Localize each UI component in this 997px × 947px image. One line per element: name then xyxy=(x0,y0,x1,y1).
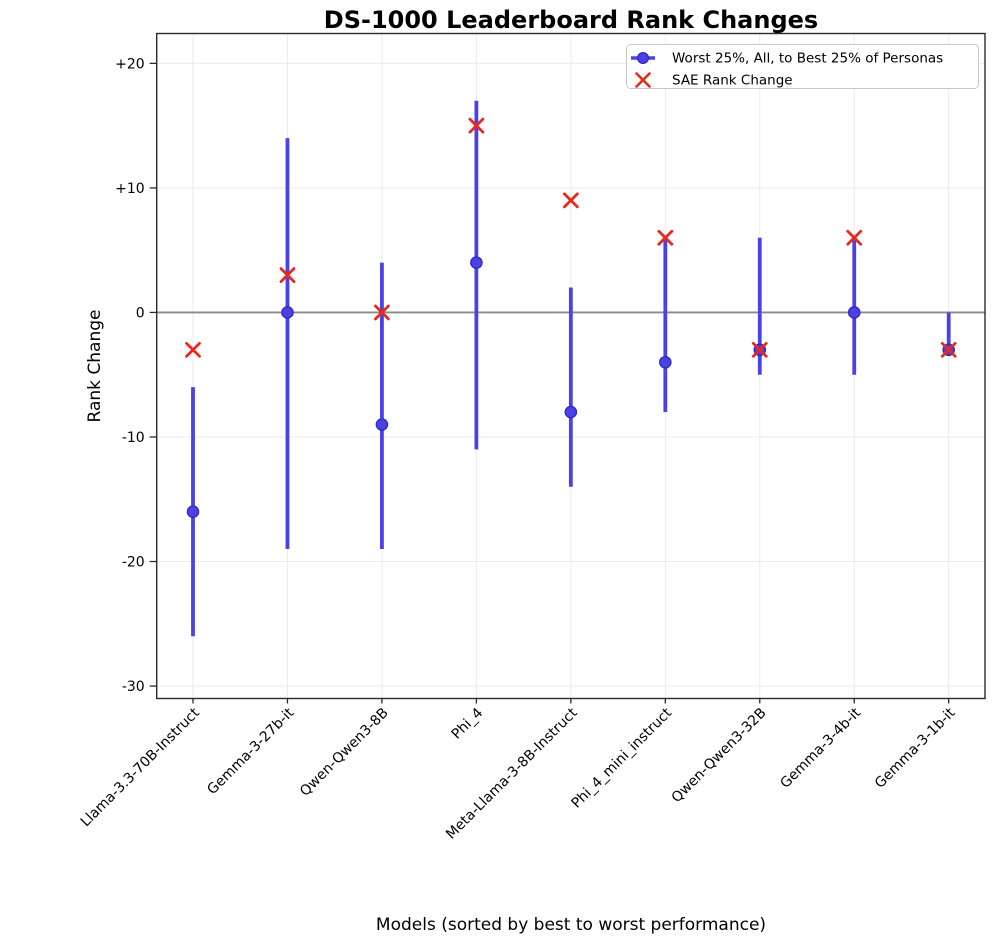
errorbar-mid-dot xyxy=(659,355,672,369)
sae-x-marker-Meta-Llama-3-8B-Instruct xyxy=(562,192,579,209)
errorbar-Meta-Llama-3-8B-Instruct xyxy=(564,287,578,487)
x-stroke xyxy=(940,341,957,358)
errorbar-mid-dot xyxy=(470,256,483,269)
x-axis-label: Models (sorted by best to worst performa… xyxy=(376,915,766,935)
sae-x-marker-Phi_4_mini_instruct xyxy=(657,229,674,246)
sae-x-marker-Gemma-3-27b-it xyxy=(279,267,296,283)
x-stroke xyxy=(468,117,485,134)
x-stroke xyxy=(185,341,201,358)
y-axis-label: Rank Change xyxy=(85,310,105,423)
errorbar-mid-dot xyxy=(186,505,200,519)
x-stroke xyxy=(562,192,579,209)
y-tick-label: +20 xyxy=(115,56,145,72)
x-tick-label-Gemma-3-4b-it: Gemma-3-4b-it xyxy=(777,705,864,792)
y-tick-label: 0 xyxy=(136,305,145,321)
sae-x-marker-Llama-3.3-70B-Instruct xyxy=(185,341,201,358)
legend-box xyxy=(626,44,979,89)
y-tick-label: -10 xyxy=(122,430,145,446)
errorbar-mid-dot xyxy=(281,306,294,319)
x-stroke xyxy=(374,304,390,321)
y-tick-label: -30 xyxy=(122,679,145,695)
errorbar-Gemma-3-27b-it xyxy=(281,138,294,550)
legend: Worst 25%, All, to Best 25% of Personas … xyxy=(626,44,979,89)
errorbar-Phi_4_mini_instruct xyxy=(659,237,672,413)
x-tick-label-Llama-3.3-70B-Instruct: Llama-3.3-70B-Instruct xyxy=(78,705,203,830)
x-tick-label-Qwen-Qwen3-8B: Qwen-Qwen3-8B xyxy=(297,705,392,800)
errorbar-mid-dot xyxy=(564,405,578,419)
x-tick-label-Gemma-3-27b-it: Gemma-3-27b-it xyxy=(204,705,297,798)
x-tick-label-Qwen-Qwen3-32B: Qwen-Qwen3-32B xyxy=(669,705,770,806)
plot-frame xyxy=(155,32,986,700)
legend-x-marker-icon xyxy=(635,72,651,88)
errorbar-Phi_4 xyxy=(470,100,483,450)
y-tick-label: +10 xyxy=(115,181,145,197)
x-tick-label-Phi_4: Phi_4 xyxy=(449,705,487,743)
x-stroke xyxy=(279,267,296,283)
errorbar-Llama-3.3-70B-Instruct xyxy=(186,387,200,637)
x-stroke xyxy=(657,229,674,246)
x-stroke xyxy=(751,341,768,358)
errorbar-Gemma-3-4b-it xyxy=(847,237,861,375)
errorbar-Qwen-Qwen3-8B xyxy=(375,262,389,550)
x-tick-label-Gemma-3-1b-it: Gemma-3-1b-it xyxy=(872,705,959,792)
sae-x-marker-Gemma-3-1b-it xyxy=(940,341,957,358)
sae-x-marker-Gemma-3-4b-it xyxy=(846,229,863,246)
errorbar-mid-dot xyxy=(375,418,389,431)
errorbar-mid-dot xyxy=(847,306,861,319)
legend-errorbar-dot-icon xyxy=(636,51,649,64)
sae-x-marker-Qwen-Qwen3-32B xyxy=(751,341,768,358)
sae-x-marker-Phi_4 xyxy=(468,117,485,134)
data-layer xyxy=(185,100,957,637)
x-stroke xyxy=(846,229,863,246)
chart-title: DS-1000 Leaderboard Rank Changes xyxy=(324,6,818,34)
sae-x-marker-Qwen-Qwen3-8B xyxy=(374,304,390,321)
legend-entry-sae-label: SAE Rank Change xyxy=(672,73,793,89)
legend-entry-personas-label: Worst 25%, All, to Best 25% of Personas xyxy=(672,51,943,67)
y-tick-label: -20 xyxy=(122,555,145,571)
x-tick-label-Phi_4_mini_instruct: Phi_4_mini_instruct xyxy=(569,705,676,812)
